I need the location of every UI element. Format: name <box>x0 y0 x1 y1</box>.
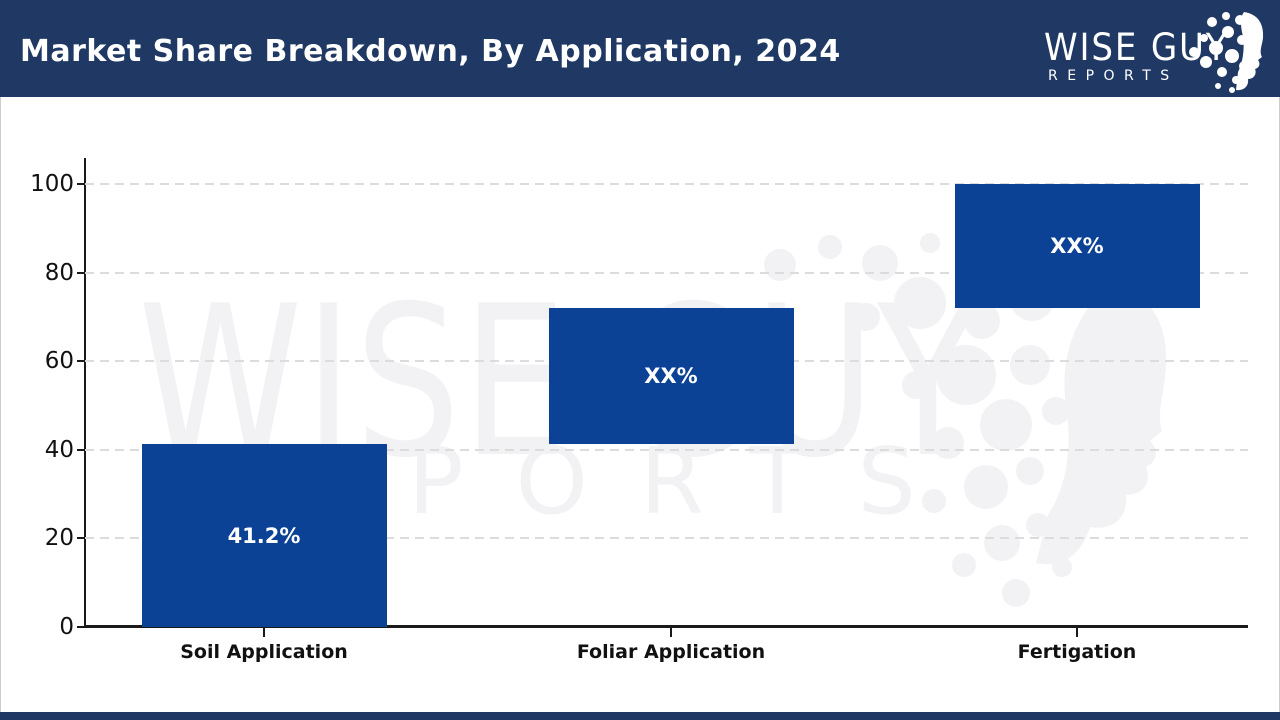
chart-plot-area: 0 20 40 60 80 100 41.2% XX% XX% Soil Application F… <box>0 97 1280 712</box>
y-tick-mark <box>77 183 85 185</box>
brand-logo: WISE GUY REPORTS <box>1010 6 1266 94</box>
bar-segment[interactable]: 41.2% <box>141 444 387 627</box>
y-tick-mark <box>77 626 85 628</box>
header-bar: Market Share Breakdown, By Application, … <box>0 0 1280 97</box>
bar-segment[interactable]: XX% <box>548 308 794 445</box>
bar-segment[interactable]: XX% <box>954 184 1200 309</box>
bar-value-label: XX% <box>1050 234 1104 259</box>
y-tick-mark <box>77 537 85 540</box>
brand-logo-subtext: REPORTS <box>1048 68 1179 84</box>
x-tick-mark <box>1076 628 1078 637</box>
y-tick-label: 20 <box>44 525 74 552</box>
y-gridline <box>85 537 1248 540</box>
y-gridline <box>85 271 1248 274</box>
y-gridline <box>85 448 1248 451</box>
footer-bar <box>0 712 1280 720</box>
x-tick-mark <box>263 628 265 637</box>
y-gridline <box>85 183 1248 185</box>
bar-value-label: 41.2% <box>227 523 301 548</box>
x-category-label: Fertigation <box>1017 641 1137 663</box>
x-tick-mark <box>670 628 672 637</box>
y-tick-label: 60 <box>44 348 74 375</box>
y-axis-line <box>84 158 86 627</box>
y-tick-mark <box>77 271 85 274</box>
x-axis-line <box>84 625 1248 628</box>
y-tick-label: 80 <box>44 259 74 286</box>
brand-logo-face-icon <box>1189 12 1264 93</box>
x-category-label: Foliar Application <box>576 641 766 663</box>
bar-value-label: XX% <box>644 364 698 389</box>
y-tick-mark <box>77 448 85 451</box>
chart-title: Market Share Breakdown, By Application, … <box>20 34 841 69</box>
y-tick-label: 100 <box>30 171 74 197</box>
y-tick-label: 40 <box>44 436 74 463</box>
y-tick-label: 0 <box>59 614 74 640</box>
x-category-label: Soil Application <box>180 641 348 663</box>
y-tick-mark <box>77 360 85 363</box>
